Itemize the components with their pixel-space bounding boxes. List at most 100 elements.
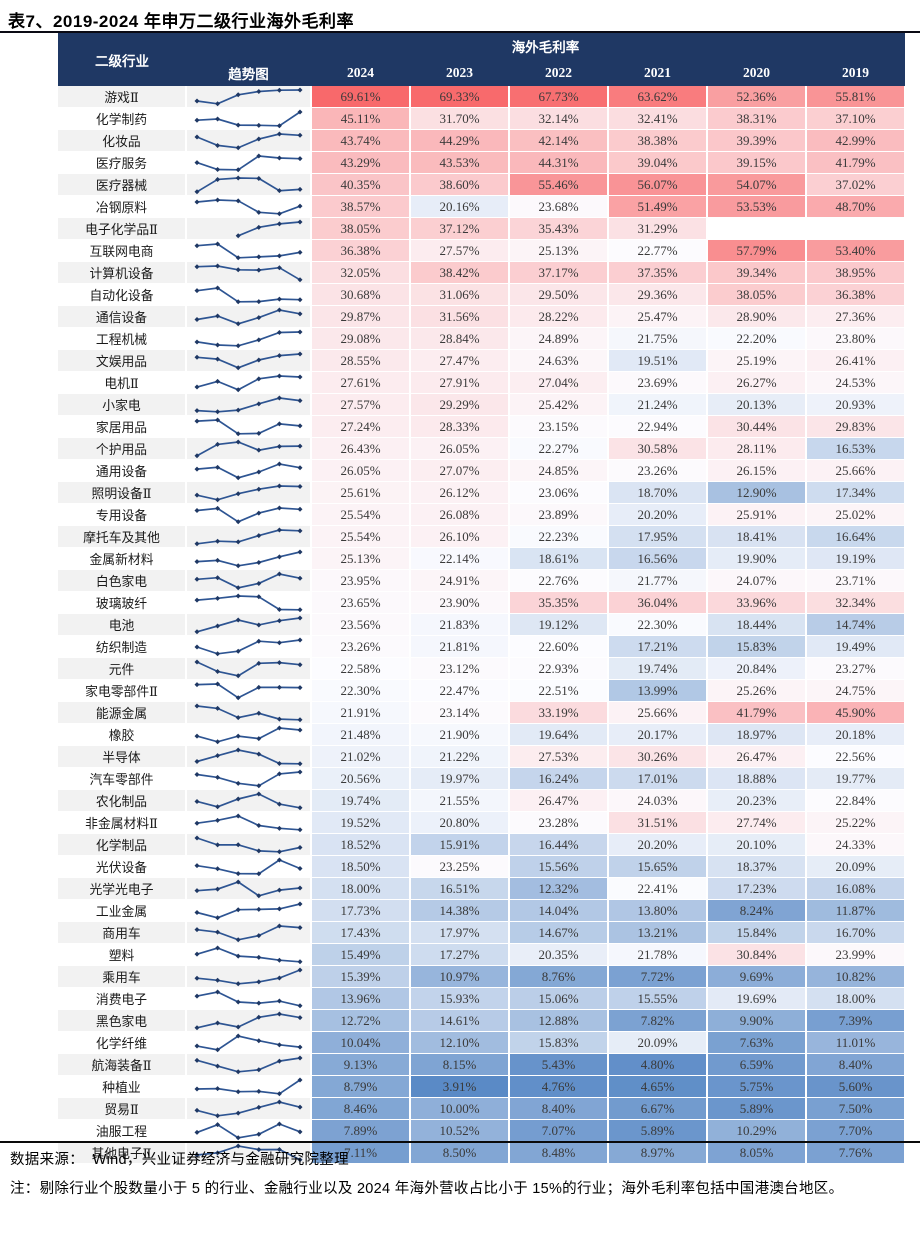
trend-sparkline bbox=[194, 417, 303, 437]
table-row: 元件 22.58% 23.12% 22.93% 19.74% 20.84% 23.27% bbox=[58, 657, 907, 680]
margin-value-cell: 19.19% bbox=[806, 547, 907, 570]
trend-sparkline bbox=[194, 593, 303, 613]
trend-sparkline bbox=[194, 989, 303, 1009]
industry-name-cell: 游戏Ⅱ bbox=[58, 86, 187, 108]
margin-value-cell: 21.77% bbox=[608, 569, 708, 592]
trend-sparkline bbox=[194, 131, 303, 151]
trend-cell bbox=[186, 1075, 312, 1098]
trend-sparkline bbox=[194, 175, 303, 195]
trend-cell bbox=[186, 129, 312, 152]
margin-value-cell: 37.12% bbox=[410, 217, 510, 240]
trend-sparkline bbox=[194, 395, 303, 415]
trend-cell bbox=[186, 195, 312, 218]
trend-cell bbox=[186, 1119, 312, 1142]
margin-value-cell: 7.39% bbox=[806, 1009, 907, 1032]
table-row: 半导体 21.02% 21.22% 27.53% 30.26% 26.47% 22.56% bbox=[58, 745, 907, 768]
table-row: 通用设备 26.05% 27.07% 24.85% 23.26% 26.15% 25.66% bbox=[58, 459, 907, 482]
table-row: 商用车 17.43% 17.97% 14.67% 13.21% 15.84% 16.70% bbox=[58, 921, 907, 944]
margin-value-cell: 23.68% bbox=[509, 195, 609, 218]
industry-name-cell: 文娱用品 bbox=[58, 349, 187, 372]
margin-value-cell: 22.58% bbox=[311, 657, 411, 680]
margin-value-cell: 69.33% bbox=[410, 86, 510, 108]
trend-sparkline bbox=[194, 615, 303, 635]
margin-value-cell: 24.53% bbox=[806, 371, 907, 394]
trend-sparkline bbox=[194, 923, 303, 943]
margin-value-cell: 11.01% bbox=[806, 1031, 907, 1054]
margin-value-cell: 11.87% bbox=[806, 899, 907, 922]
margin-value-cell: 31.51% bbox=[608, 811, 708, 834]
margin-value-cell: 38.31% bbox=[707, 107, 807, 130]
trend-cell bbox=[186, 1009, 312, 1032]
trend-cell bbox=[186, 855, 312, 878]
margin-value-cell: 18.52% bbox=[311, 833, 411, 856]
margin-value-cell: 41.79% bbox=[806, 151, 907, 174]
industry-name-cell: 非金属材料Ⅱ bbox=[58, 811, 187, 834]
margin-value-cell: 25.13% bbox=[311, 547, 411, 570]
margin-value-cell: 25.66% bbox=[806, 459, 907, 482]
margin-value-cell: 10.29% bbox=[707, 1119, 807, 1142]
margin-value-cell: 15.91% bbox=[410, 833, 510, 856]
industry-name-cell: 光伏设备 bbox=[58, 855, 187, 878]
table-row: 电池 23.56% 21.83% 19.12% 22.30% 18.44% 14.74% bbox=[58, 613, 907, 636]
industry-name-cell: 化学制品 bbox=[58, 833, 187, 856]
margin-value-cell: 23.26% bbox=[608, 459, 708, 482]
trend-cell bbox=[186, 745, 312, 768]
margin-value-cell: 8.46% bbox=[311, 1097, 411, 1120]
trend-sparkline bbox=[194, 241, 303, 261]
trend-sparkline bbox=[194, 681, 303, 701]
industry-name-cell: 贸易Ⅱ bbox=[58, 1097, 187, 1120]
margin-value-cell: 17.34% bbox=[806, 481, 907, 504]
margin-value-cell: 39.15% bbox=[707, 151, 807, 174]
trend-sparkline bbox=[194, 813, 303, 833]
industry-name-cell: 其他电子Ⅱ bbox=[58, 1141, 187, 1164]
margin-value-cell: 44.29% bbox=[410, 129, 510, 152]
margin-value-cell: 6.67% bbox=[608, 1097, 708, 1120]
margin-value-cell: 36.04% bbox=[608, 591, 708, 614]
margin-value-cell: 16.70% bbox=[806, 921, 907, 944]
data-table: 二级行业 海外毛利率 趋势图 2024 2023 2022 2021 2020 … bbox=[58, 33, 907, 1164]
industry-name-cell: 电池 bbox=[58, 613, 187, 636]
industry-name-cell: 化学纤维 bbox=[58, 1031, 187, 1054]
margin-value-cell: 14.38% bbox=[410, 899, 510, 922]
margin-value-cell: 17.95% bbox=[608, 525, 708, 548]
trend-sparkline bbox=[194, 87, 303, 107]
margin-value-cell: 21.83% bbox=[410, 613, 510, 636]
margin-value-cell: 22.76% bbox=[509, 569, 609, 592]
margin-value-cell: 22.77% bbox=[608, 239, 708, 262]
trend-cell bbox=[186, 789, 312, 812]
trend-sparkline bbox=[194, 197, 303, 217]
margin-value-cell: 32.41% bbox=[608, 107, 708, 130]
table-row: 光伏设备 18.50% 23.25% 15.56% 15.65% 18.37% 20.09% bbox=[58, 855, 907, 878]
margin-value-cell: 15.56% bbox=[509, 855, 609, 878]
margin-value-cell: 15.83% bbox=[509, 1031, 609, 1054]
margin-value-cell: 21.90% bbox=[410, 723, 510, 746]
margin-value-cell: 10.97% bbox=[410, 965, 510, 988]
table-row: 医疗服务 43.29% 43.53% 44.31% 39.04% 39.15% 41.79% bbox=[58, 151, 907, 174]
margin-value-cell: 63.62% bbox=[608, 86, 708, 108]
trend-sparkline bbox=[194, 791, 303, 811]
margin-value-cell: 23.27% bbox=[806, 657, 907, 680]
industry-name-cell: 化妆品 bbox=[58, 129, 187, 152]
margin-value-cell: 22.27% bbox=[509, 437, 609, 460]
header-year-2022: 2022 bbox=[509, 59, 608, 86]
margin-value-cell: 26.10% bbox=[410, 525, 510, 548]
trend-sparkline bbox=[194, 1077, 303, 1097]
margin-value-cell: 22.30% bbox=[608, 613, 708, 636]
industry-name-cell: 油服工程 bbox=[58, 1119, 187, 1142]
trend-sparkline bbox=[235, 219, 303, 239]
margin-value-cell: 6.59% bbox=[707, 1053, 807, 1076]
industry-name-cell: 家居用品 bbox=[58, 415, 187, 438]
margin-value-cell: 8.50% bbox=[410, 1141, 510, 1164]
industry-name-cell: 家电零部件Ⅱ bbox=[58, 679, 187, 702]
table-row: 小家电 27.57% 29.29% 25.42% 21.24% 20.13% 20.93% bbox=[58, 393, 907, 416]
margin-value-cell: 18.41% bbox=[707, 525, 807, 548]
margin-value-cell: 15.06% bbox=[509, 987, 609, 1010]
overseas-gross-margin-table: 二级行业 海外毛利率 趋势图 2024 2023 2022 2021 2020 … bbox=[58, 33, 907, 1164]
margin-value-cell: 8.97% bbox=[608, 1141, 708, 1164]
margin-value-cell: 39.04% bbox=[608, 151, 708, 174]
industry-name-cell: 农化制品 bbox=[58, 789, 187, 812]
margin-value-cell: 25.91% bbox=[707, 503, 807, 526]
table-row: 非金属材料Ⅱ 19.52% 20.80% 23.28% 31.51% 27.74% 25.2… bbox=[58, 811, 907, 834]
margin-value-cell: 12.32% bbox=[509, 877, 609, 900]
margin-value-cell: 42.14% bbox=[509, 129, 609, 152]
